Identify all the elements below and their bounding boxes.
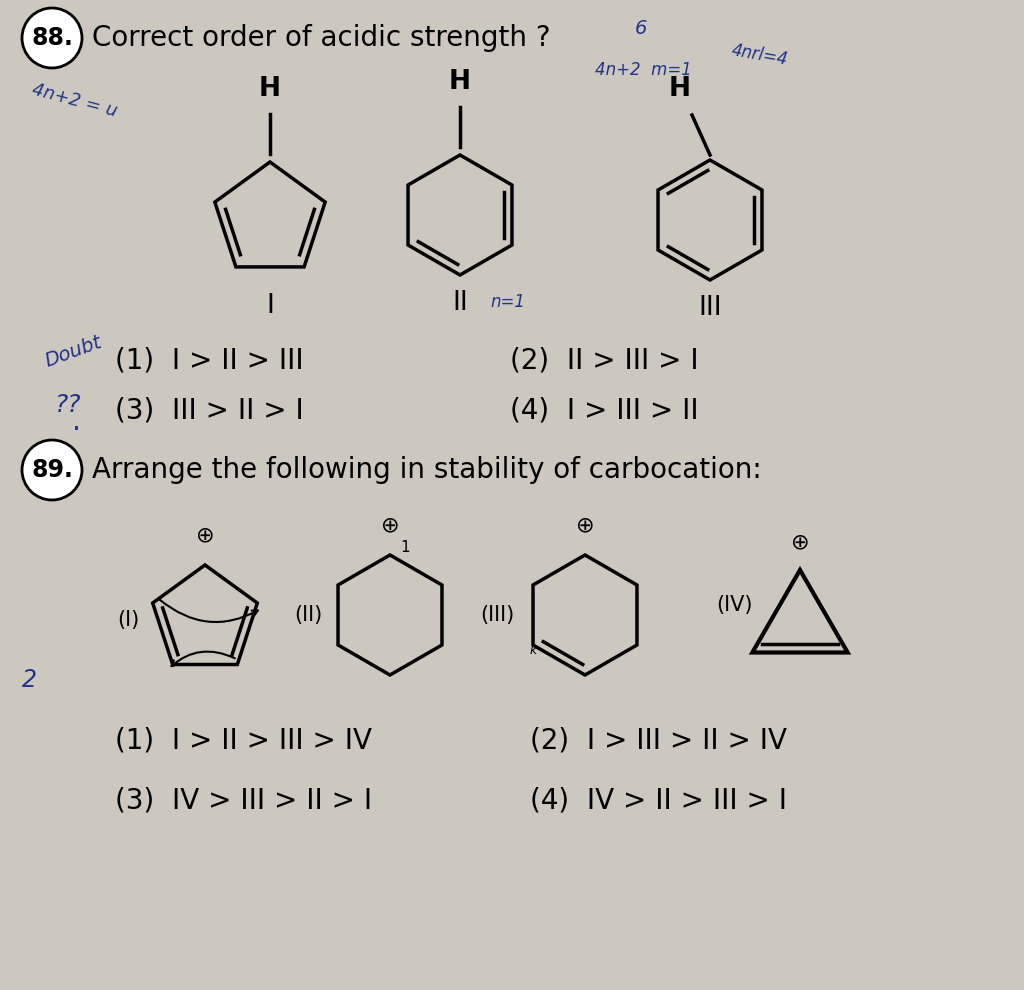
Text: (4)  I > III > II: (4) I > III > II xyxy=(510,396,698,424)
Text: H: H xyxy=(449,69,471,95)
Text: 4n+2  m=1: 4n+2 m=1 xyxy=(595,61,692,79)
Text: ??: ?? xyxy=(55,393,82,417)
Text: (III): (III) xyxy=(480,605,514,625)
Text: 89.: 89. xyxy=(31,458,73,482)
Text: Arrange the following in stability of carbocation:: Arrange the following in stability of ca… xyxy=(92,456,762,484)
Text: III: III xyxy=(698,295,722,321)
Text: (4)  IV > II > III > I: (4) IV > II > III > I xyxy=(530,786,787,814)
Text: ⊕: ⊕ xyxy=(381,515,399,535)
Text: 4n+2 = u: 4n+2 = u xyxy=(30,80,119,120)
Circle shape xyxy=(22,8,82,68)
Text: n=1: n=1 xyxy=(490,293,525,311)
Text: (3)  III > II > I: (3) III > II > I xyxy=(115,396,304,424)
Text: ⊕: ⊕ xyxy=(196,525,214,545)
Text: (IV): (IV) xyxy=(717,595,754,615)
Text: I: I xyxy=(266,293,274,319)
Text: 2: 2 xyxy=(22,668,37,692)
Text: (2)  II > III > I: (2) II > III > I xyxy=(510,346,698,374)
Text: Doubt: Doubt xyxy=(42,333,104,371)
Text: 1: 1 xyxy=(400,540,410,554)
Circle shape xyxy=(22,440,82,500)
Text: Correct order of acidic strength ?: Correct order of acidic strength ? xyxy=(92,24,551,52)
Text: (3)  IV > III > II > I: (3) IV > III > II > I xyxy=(115,786,372,814)
Text: (1)  I > II > III: (1) I > II > III xyxy=(115,346,304,374)
Text: ⊕: ⊕ xyxy=(575,515,594,535)
Text: k: k xyxy=(529,644,537,656)
Text: 6: 6 xyxy=(635,19,647,38)
Text: (I): (I) xyxy=(117,610,139,630)
Text: (2)  I > III > II > IV: (2) I > III > II > IV xyxy=(530,726,787,754)
Text: .: . xyxy=(72,408,81,436)
Text: 4nrl=4: 4nrl=4 xyxy=(730,42,790,69)
Text: ⊕: ⊕ xyxy=(791,532,809,552)
Text: H: H xyxy=(259,76,281,102)
Text: (1)  I > II > III > IV: (1) I > II > III > IV xyxy=(115,726,372,754)
Text: (II): (II) xyxy=(294,605,323,625)
Text: 88.: 88. xyxy=(31,26,73,50)
Text: II: II xyxy=(453,290,468,316)
Text: H: H xyxy=(669,76,691,102)
